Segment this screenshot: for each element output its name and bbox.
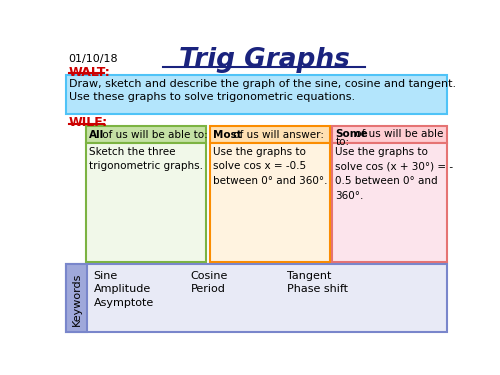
- Text: Keywords: Keywords: [72, 272, 82, 326]
- Text: Sine: Sine: [94, 271, 118, 280]
- Text: Cosine: Cosine: [190, 271, 228, 280]
- Text: Most: Most: [213, 130, 242, 140]
- FancyBboxPatch shape: [210, 126, 330, 143]
- Text: Draw, sketch and describe the graph of the sine, cosine and tangent.: Draw, sketch and describe the graph of t…: [68, 79, 456, 89]
- Text: WILF:: WILF:: [68, 116, 108, 129]
- Text: of us will answer:: of us will answer:: [230, 130, 324, 140]
- Text: Trig Graphs: Trig Graphs: [178, 47, 350, 73]
- Text: Amplitude: Amplitude: [94, 285, 151, 294]
- FancyBboxPatch shape: [66, 264, 447, 332]
- Text: WALT:: WALT:: [68, 66, 110, 79]
- FancyBboxPatch shape: [86, 126, 206, 143]
- Text: 01/10/18: 01/10/18: [68, 54, 118, 64]
- FancyBboxPatch shape: [332, 126, 447, 143]
- FancyBboxPatch shape: [332, 143, 447, 262]
- Text: of us will be able: of us will be able: [352, 129, 444, 139]
- FancyBboxPatch shape: [210, 143, 330, 262]
- Text: Sketch the three
trigonometric graphs.: Sketch the three trigonometric graphs.: [89, 147, 203, 171]
- FancyBboxPatch shape: [66, 264, 88, 332]
- Text: Use the graphs to
solve cos x = -0.5
between 0° and 360°.: Use the graphs to solve cos x = -0.5 bet…: [213, 147, 328, 186]
- FancyBboxPatch shape: [66, 75, 447, 114]
- Text: Phase shift: Phase shift: [287, 285, 348, 294]
- Text: Period: Period: [190, 285, 225, 294]
- Text: Asymptote: Asymptote: [94, 298, 154, 308]
- Text: Tangent: Tangent: [287, 271, 332, 280]
- Text: of us will be able to:: of us will be able to:: [99, 130, 208, 140]
- Text: to:: to:: [336, 136, 349, 147]
- Text: All: All: [89, 130, 104, 140]
- FancyBboxPatch shape: [86, 143, 206, 262]
- Text: Some: Some: [336, 129, 368, 139]
- Text: Use these graphs to solve trigonometric equations.: Use these graphs to solve trigonometric …: [68, 92, 355, 102]
- Text: Use the graphs to
solve cos (x + 30°) = -
0.5 between 0° and
360°.: Use the graphs to solve cos (x + 30°) = …: [336, 147, 454, 201]
